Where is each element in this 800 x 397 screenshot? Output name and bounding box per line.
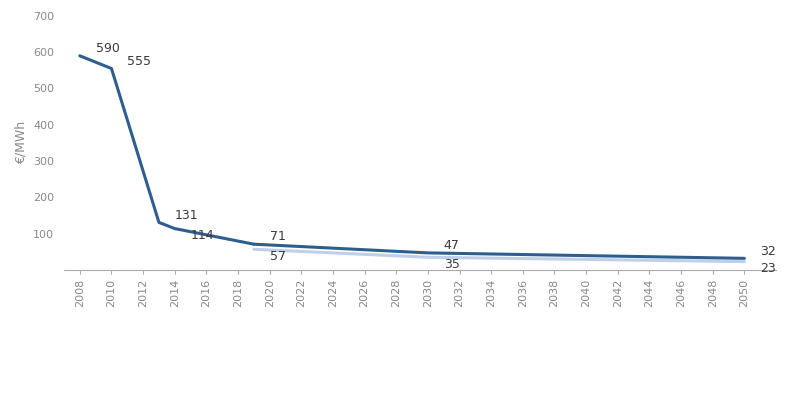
Text: 23: 23 (760, 262, 776, 276)
Text: 32: 32 (760, 245, 776, 258)
Text: 131: 131 (174, 209, 198, 222)
Text: 71: 71 (270, 231, 286, 243)
Y-axis label: €/MWh: €/MWh (14, 121, 27, 164)
Text: 555: 555 (127, 55, 151, 68)
Text: 47: 47 (444, 239, 460, 252)
Text: 57: 57 (270, 250, 286, 263)
Text: 590: 590 (96, 42, 119, 55)
Text: 114: 114 (190, 229, 214, 242)
Text: 35: 35 (444, 258, 460, 271)
